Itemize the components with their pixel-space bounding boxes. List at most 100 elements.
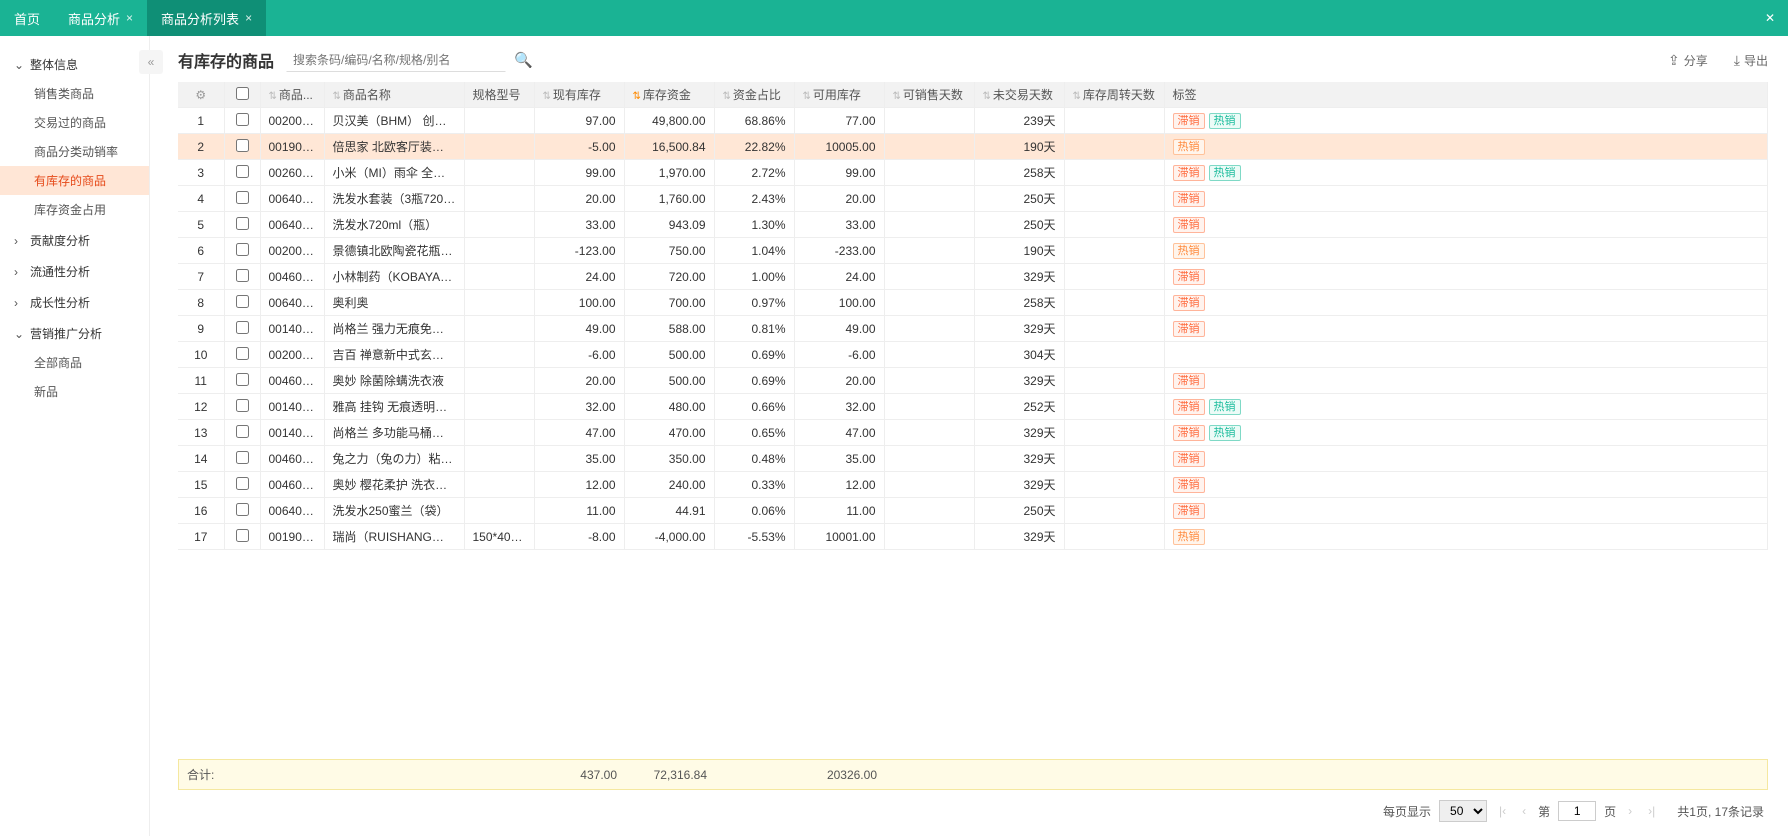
table-row[interactable]: 7004600...小林制药（KOBAYASHI）E24.00720.001.0… (178, 264, 1768, 290)
table-row[interactable]: 17001900...瑞尚（RUISHANG） 卧室装150*40厘米-8.00… (178, 524, 1768, 550)
cell-spec (464, 498, 534, 524)
gear-icon[interactable]: ⚙ (195, 88, 206, 102)
sidebar-group-title[interactable]: ›成长性分析 (0, 288, 149, 317)
row-checkbox[interactable] (236, 295, 249, 308)
row-index: 14 (178, 446, 224, 472)
page-number-input[interactable] (1558, 801, 1596, 821)
sidebar-group-title[interactable]: ⌄整体信息 (0, 50, 149, 79)
cell-name: 奥妙 除菌除螨洗衣液 (324, 368, 464, 394)
table-row[interactable]: 5006400...洗发水720ml（瓶）33.00943.091.30%33.… (178, 212, 1768, 238)
row-checkbox[interactable] (236, 217, 249, 230)
sidebar-group-title[interactable]: ⌄营销推广分析 (0, 319, 149, 348)
pager-first-button[interactable]: |‹ (1495, 804, 1510, 818)
sidebar-item[interactable]: 有库存的商品 (0, 166, 149, 195)
close-panel-button[interactable]: ✕ (1752, 0, 1788, 36)
cell-spec (464, 108, 534, 134)
cell-name: 奥利奥 (324, 290, 464, 316)
top-tab[interactable]: 首页 (0, 0, 54, 36)
cell-tags: 热销 (1164, 238, 1768, 264)
table-header-cell[interactable]: ⇅商品... (260, 82, 324, 108)
sort-icon[interactable]: ⇅ (803, 91, 811, 102)
table-row[interactable]: 14004600...兔之力（兔の力）粘毛器粘35.00350.000.48%3… (178, 446, 1768, 472)
tab-close-icon[interactable]: × (126, 11, 133, 25)
table-header-cell[interactable]: ⇅库存周转天数 (1064, 82, 1164, 108)
chevron-left-icon: « (148, 55, 155, 69)
cell-days (884, 212, 974, 238)
sort-icon[interactable]: ⇅ (893, 91, 901, 102)
row-checkbox[interactable] (236, 243, 249, 256)
sort-icon[interactable]: ⇅ (543, 91, 551, 102)
sort-icon[interactable]: ⇅ (269, 91, 277, 102)
table-header-cell[interactable]: ⇅商品名称 (324, 82, 464, 108)
export-button[interactable]: ⤓ 导出 (1734, 52, 1768, 69)
sort-icon[interactable]: ⇅ (983, 91, 991, 102)
table-row[interactable]: 16006400...洗发水250蜜兰（袋）11.0044.910.06%11.… (178, 498, 1768, 524)
top-tab[interactable]: 商品分析× (54, 0, 147, 36)
table-header-cell[interactable]: ⇅资金占比 (714, 82, 794, 108)
table-row[interactable]: 11004600...奥妙 除菌除螨洗衣液20.00500.000.69%20.… (178, 368, 1768, 394)
row-checkbox[interactable] (236, 399, 249, 412)
row-checkbox[interactable] (236, 529, 249, 542)
table-header-cell[interactable]: ⇅现有库存 (534, 82, 624, 108)
row-checkbox[interactable] (236, 113, 249, 126)
table-scroll[interactable]: ⚙⇅商品...⇅商品名称规格型号⇅现有库存⇅库存资金⇅资金占比⇅可用库存⇅可销售… (178, 82, 1768, 755)
chevron-down-icon: ⌄ (14, 327, 24, 341)
sidebar-item[interactable]: 商品分类动销率 (0, 137, 149, 166)
share-button[interactable]: ⇪ 分享 (1668, 52, 1708, 69)
table-header-cell[interactable]: ⇅库存资金 (624, 82, 714, 108)
table-row[interactable]: 8006400...奥利奥100.00700.000.97%100.00258天… (178, 290, 1768, 316)
sidebar-item[interactable]: 新品 (0, 377, 149, 406)
sidebar-item[interactable]: 全部商品 (0, 348, 149, 377)
sidebar-item[interactable]: 交易过的商品 (0, 108, 149, 137)
row-checkbox[interactable] (236, 477, 249, 490)
select-all-checkbox[interactable] (236, 87, 249, 100)
pager-last-button[interactable]: ›| (1644, 804, 1659, 818)
table-row[interactable]: 6002000...景德镇北欧陶瓷花瓶摆件 优-123.00750.001.04… (178, 238, 1768, 264)
sort-icon[interactable]: ⇅ (1073, 91, 1081, 102)
cell-turn (1064, 160, 1164, 186)
row-checkbox[interactable] (236, 347, 249, 360)
table-row[interactable]: 15004600...奥妙 樱花柔护 洗衣凝珠 1012.00240.000.3… (178, 472, 1768, 498)
row-checkbox[interactable] (236, 191, 249, 204)
sidebar-item[interactable]: 库存资金占用 (0, 195, 149, 224)
row-checkbox[interactable] (236, 373, 249, 386)
pager-next-button[interactable]: › (1624, 804, 1636, 818)
table-row[interactable]: 4006400...洗发水套装（3瓶720ml+1）20.001,760.002… (178, 186, 1768, 212)
sidebar-group-title[interactable]: ›贡献度分析 (0, 226, 149, 255)
table-row[interactable]: 1002000...贝汉美（BHM） 创意北欧97.0049,800.0068.… (178, 108, 1768, 134)
table-header-cell[interactable]: ⇅未交易天数 (974, 82, 1064, 108)
table-header-cell[interactable]: ⇅可销售天数 (884, 82, 974, 108)
per-page-select[interactable]: 50 (1439, 800, 1487, 822)
tag-badge: 滞销 (1173, 321, 1205, 337)
tab-close-icon[interactable]: × (245, 11, 252, 25)
row-checkbox[interactable] (236, 425, 249, 438)
table-row[interactable]: 2001900...倍思家 北欧客厅装饰画卧室-5.0016,500.8422.… (178, 134, 1768, 160)
row-checkbox[interactable] (236, 269, 249, 282)
row-checkbox[interactable] (236, 165, 249, 178)
pager-prev-button[interactable]: ‹ (1518, 804, 1530, 818)
search-button[interactable]: 🔍 (514, 51, 533, 69)
row-checkbox[interactable] (236, 503, 249, 516)
sidebar-item[interactable]: 销售类商品 (0, 79, 149, 108)
table-row[interactable]: 3002600...小米（MI）雨伞 全自动折叠99.001,970.002.7… (178, 160, 1768, 186)
sort-icon[interactable]: ⇅ (723, 91, 731, 102)
table-row[interactable]: 9001400...尚格兰 强力无痕免打孔浴室49.00588.000.81%4… (178, 316, 1768, 342)
table-row[interactable]: 10002000...吉百 禅意新中式玄关摆件套-6.00500.000.69%… (178, 342, 1768, 368)
table-row[interactable]: 13001400...尚格兰 多功能马桶刷套装 马47.00470.000.65… (178, 420, 1768, 446)
cell-tags: 热销 (1164, 524, 1768, 550)
table-header-cell[interactable]: ⇅可用库存 (794, 82, 884, 108)
table-row[interactable]: 12001400...雅高 挂钩 无痕透明粘钩 强32.00480.000.66… (178, 394, 1768, 420)
search-input[interactable] (286, 48, 506, 72)
sidebar-group-title[interactable]: ›流通性分析 (0, 257, 149, 286)
sort-icon[interactable]: ⇅ (333, 91, 341, 102)
top-tab[interactable]: 商品分析列表× (147, 0, 266, 36)
cell-turn (1064, 446, 1164, 472)
sort-icon[interactable]: ⇅ (633, 91, 641, 102)
row-index: 1 (178, 108, 224, 134)
cell-fund: 588.00 (624, 316, 714, 342)
cell-avail: 24.00 (794, 264, 884, 290)
row-checkbox[interactable] (236, 321, 249, 334)
row-checkbox[interactable] (236, 451, 249, 464)
row-checkbox[interactable] (236, 139, 249, 152)
sidebar-collapse-button[interactable]: « (139, 50, 163, 74)
